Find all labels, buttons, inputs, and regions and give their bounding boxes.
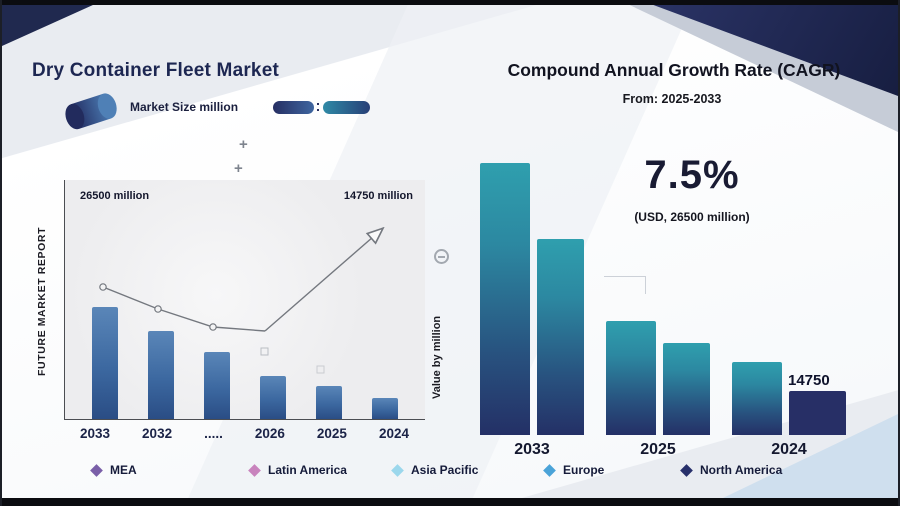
left-plot-area: 26500 million 14750 million <box>64 180 425 420</box>
legend-diamond-icon <box>248 463 261 477</box>
bar-group-2025: 2025 <box>606 163 710 458</box>
x-axis-label: 2024 <box>378 426 409 441</box>
market-bar-2033 <box>92 306 118 419</box>
cagr-bar-2033-2 <box>537 239 584 435</box>
bar-pair <box>480 163 584 435</box>
bar-group-2033: 2033 <box>480 163 584 458</box>
corner-top-left-navy <box>2 0 104 46</box>
cagr-value: 7.5% <box>644 153 740 197</box>
cagr-bar-2025-2 <box>663 342 710 435</box>
x-axis-label: 2032 <box>142 426 173 441</box>
legend-item-latin-america: Latin America <box>248 463 347 477</box>
x-axis-label: 2025 <box>316 426 347 441</box>
annotation-26500-million: 26500 million <box>80 190 150 202</box>
plus-decoration: + <box>239 136 248 153</box>
market-bar-2026 <box>260 375 286 419</box>
left-y-axis-title: FUTURE MARKET REPORT <box>36 226 48 376</box>
legend-label: Europe <box>563 463 605 477</box>
decorative-pill-2 <box>323 101 370 114</box>
bar-pair <box>732 163 846 435</box>
year-label-2024: 2024 <box>771 441 807 458</box>
left-x-labels: 2033 2032..... 2026 2025 2024 <box>64 426 425 441</box>
decorative-pill-1 <box>273 101 314 114</box>
left-chart-title: Dry Container Fleet Market <box>32 60 279 81</box>
x-axis-label: 2026 <box>254 426 285 441</box>
circle-minus-icon <box>434 249 449 264</box>
x-axis-label: 2033 <box>80 426 111 441</box>
cagr-bar-2024-2 <box>789 391 846 435</box>
bracket-decoration <box>604 276 646 294</box>
legend-diamond-icon <box>90 463 103 477</box>
legend-item-europe: Europe <box>543 463 605 477</box>
market-bar-2032 <box>148 330 174 419</box>
cagr-bar-2025-1 <box>606 320 656 435</box>
top-border <box>2 0 898 5</box>
legend-label: Asia Pacific <box>411 463 479 477</box>
right-y-axis-title: Value by million <box>431 315 443 400</box>
market-bar- <box>204 352 230 419</box>
market-bar-2024 <box>372 397 398 419</box>
legend-diamond-icon <box>680 463 693 477</box>
annotation-14750-million: 14750 million <box>343 190 413 202</box>
market-size-legend-label: Market Size million <box>130 100 239 114</box>
region-legend: MEA Latin America Asia Pacific Europe North … <box>2 463 898 485</box>
cagr-title: Compound Annual Growth Rate (CAGR) <box>507 60 841 80</box>
right-bar-chart: 2033 2025 2024 <box>480 163 848 458</box>
legend-item-mea: MEA <box>90 463 137 477</box>
legend-item-asia-pacific: Asia Pacific <box>391 463 479 477</box>
cagr-bar-2024-1 <box>732 361 782 435</box>
legend-label: Latin America <box>268 463 347 477</box>
bar-group-2024: 2024 <box>732 163 846 458</box>
legend-label: MEA <box>110 463 137 477</box>
pill-separator <box>317 103 319 105</box>
bar-pair <box>606 163 710 435</box>
year-label-2033: 2033 <box>514 441 550 458</box>
value-label-14750: 14750 <box>788 372 830 389</box>
cagr-bar-2033-1 <box>480 163 530 435</box>
year-label-2025: 2025 <box>640 441 676 458</box>
legend-label: North America <box>700 463 783 477</box>
plus-decoration: + <box>234 160 243 177</box>
cagr-range: From: 2025-2033 <box>622 92 722 106</box>
legend-diamond-icon <box>543 463 556 477</box>
legend-diamond-icon <box>391 463 404 477</box>
x-axis-label: ..... <box>204 426 223 441</box>
bottom-border <box>2 498 898 506</box>
market-bar-2025 <box>316 385 342 419</box>
cagr-note: (USD, 26500 million) <box>634 210 750 224</box>
legend-item-north-america: North America <box>680 463 783 477</box>
cylinder-icon <box>65 93 117 130</box>
left-bars <box>65 180 425 419</box>
